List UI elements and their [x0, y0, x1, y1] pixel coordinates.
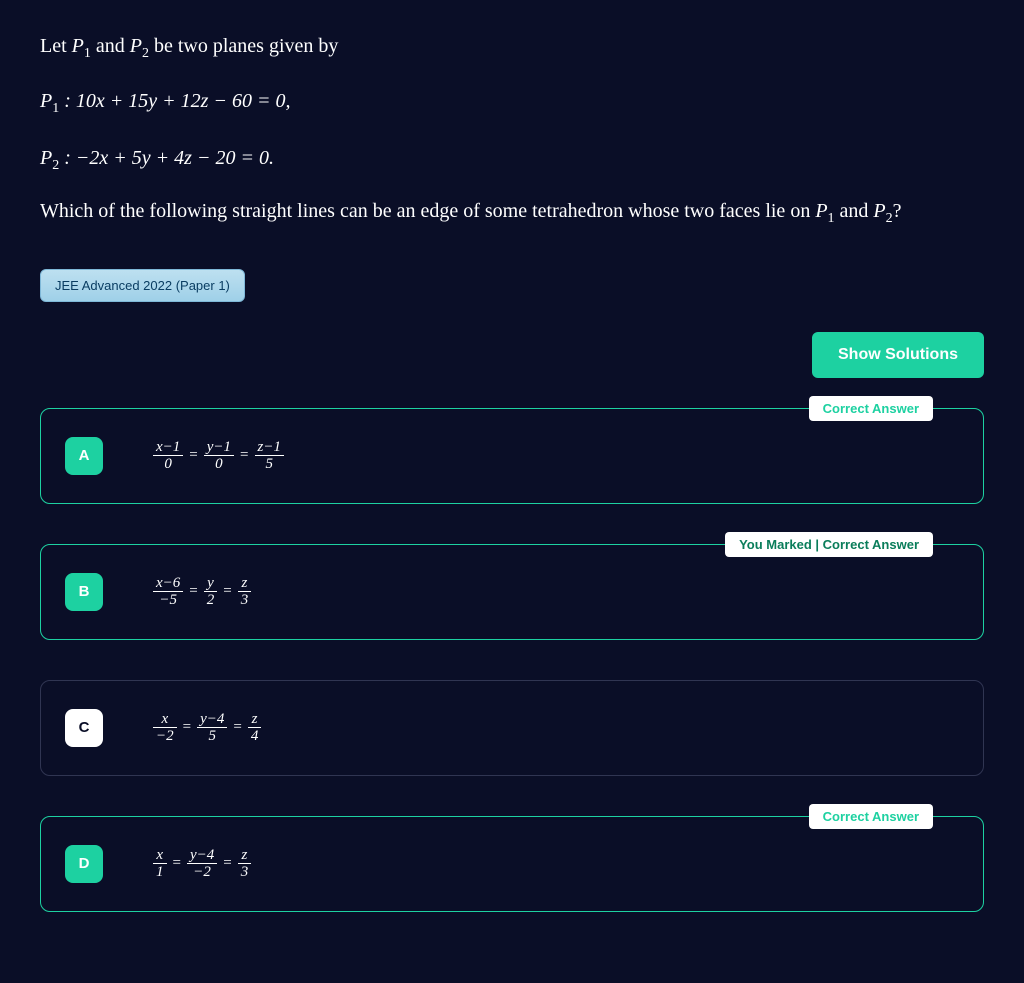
option-letter: D [65, 845, 103, 883]
status-badge: You Marked | Correct Answer [725, 532, 933, 557]
status-badge: Correct Answer [809, 396, 933, 421]
option-equation: x−10=y−10=z−15 [153, 439, 284, 473]
option-card-a[interactable]: Correct AnswerAx−10=y−10=z−15 [40, 408, 984, 504]
exam-tag[interactable]: JEE Advanced 2022 (Paper 1) [40, 269, 245, 302]
option-letter: C [65, 709, 103, 747]
question-intro: Let P1 and P2 be two planes given by [40, 30, 984, 65]
option-letter: A [65, 437, 103, 475]
option-card-d[interactable]: Correct AnswerDx1=y−4−2=z3 [40, 816, 984, 912]
show-solutions-button[interactable]: Show Solutions [812, 332, 984, 378]
option-equation: x−6−5=y2=z3 [153, 575, 251, 609]
status-badge: Correct Answer [809, 804, 933, 829]
plane-1-equation: P1 : 10x + 15y + 12z − 60 = 0, [40, 83, 984, 121]
question-followup: Which of the following straight lines ca… [40, 196, 984, 229]
option-equation: x1=y−4−2=z3 [153, 847, 251, 881]
option-equation: x−2=y−45=z4 [153, 711, 261, 745]
plane-2-equation: P2 : −2x + 5y + 4z − 20 = 0. [40, 140, 984, 178]
option-card-c[interactable]: Cx−2=y−45=z4 [40, 680, 984, 776]
option-letter: B [65, 573, 103, 611]
option-card-b[interactable]: You Marked | Correct AnswerBx−6−5=y2=z3 [40, 544, 984, 640]
